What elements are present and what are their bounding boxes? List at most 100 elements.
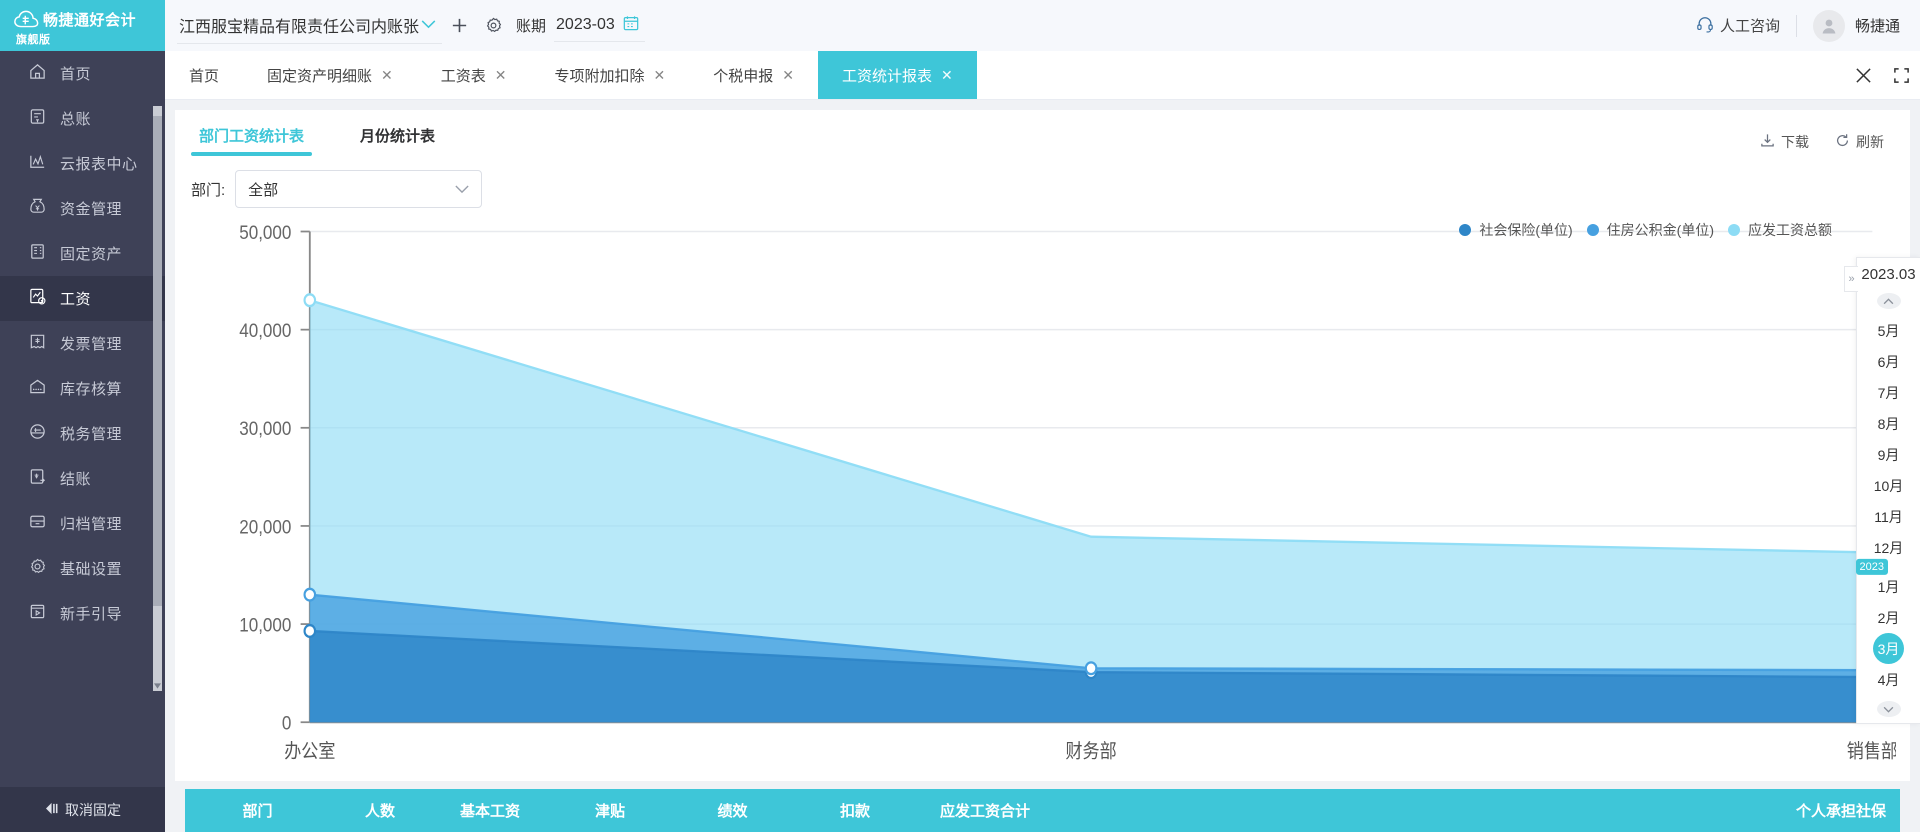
sidebar-pin-toggle[interactable]: 取消固定	[0, 787, 165, 832]
add-account-button[interactable]	[442, 9, 476, 43]
payroll-table: 部门 人数 基本工资 津贴 绩效 扣款 应发工资合计 个人承担社保	[185, 789, 1900, 832]
sidebar-item-cloud-report[interactable]: 云报表中心	[0, 141, 165, 186]
sub-tab-label: 部门工资统计表	[199, 128, 305, 145]
sidebar-item-tax[interactable]: 税务管理	[0, 411, 165, 456]
topbar-right: 人工咨询 畅捷通	[1696, 9, 1900, 42]
sidebar-item-label: 税务管理	[60, 426, 123, 443]
fullscreen-icon[interactable]	[1882, 51, 1920, 99]
month-item[interactable]: 8月	[1877, 415, 1900, 432]
sidebar-item-label: 固定资产	[60, 246, 123, 263]
panel-actions: 下载 刷新	[1760, 132, 1884, 152]
legend-item-housing-fund[interactable]: 住房公积金(单位)	[1586, 220, 1714, 240]
close-icon[interactable]: ✕	[653, 66, 666, 83]
month-item[interactable]: 9月	[1877, 446, 1900, 463]
th-allowance: 津贴	[594, 803, 625, 820]
legend-item-gross-pay[interactable]: 应发工资总额	[1728, 220, 1832, 240]
tab-monthly-stats[interactable]: 月份统计表	[352, 125, 443, 156]
sidebar-scrollbar[interactable]	[153, 106, 162, 686]
close-all-tabs-button[interactable]	[1844, 51, 1882, 99]
sidebar-pin-label: 取消固定	[65, 801, 121, 818]
content-area: 部门工资统计表 月份统计表 下载	[165, 100, 1920, 832]
main-area: 江西服宝精品有限责任公司内账张 账期 2023-03	[165, 0, 1920, 832]
month-item[interactable]: 6月	[1877, 353, 1900, 370]
legend-item-social-insurance[interactable]: 社会保险(单位)	[1459, 220, 1573, 240]
tab-special-deduction[interactable]: 专项附加扣除 ✕	[531, 51, 690, 99]
th-base-salary: 基本工资	[459, 803, 520, 820]
guide-play-icon	[28, 602, 47, 625]
download-icon	[1760, 133, 1775, 151]
tabbar: 首页 固定资产明细账 ✕ 工资表 ✕ 专项附加扣除 ✕ 个税申报 ✕ 工资统计报…	[165, 51, 1920, 100]
month-item[interactable]: 5月	[1877, 322, 1900, 339]
legend-label: 应发工资总额	[1748, 222, 1832, 238]
sidebar-menu: 首页 总账 云报表中心 资金管理	[0, 51, 165, 787]
sidebar-item-label: 总账	[60, 111, 92, 128]
sidebar-item-basic-settings[interactable]: 基础设置	[0, 546, 165, 591]
month-item[interactable]: 12月	[1873, 539, 1904, 556]
refresh-button[interactable]: 刷新	[1835, 132, 1884, 152]
month-item[interactable]: 2月	[1877, 609, 1900, 626]
support-button[interactable]: 人工咨询	[1696, 15, 1796, 37]
period-selector[interactable]: 账期 2023-03	[516, 10, 645, 42]
period-value: 2023-03	[556, 16, 615, 33]
sidebar-item-ledger[interactable]: 总账	[0, 96, 165, 141]
period-value-box[interactable]: 2023-03	[554, 10, 645, 42]
department-select-value: 全部	[248, 181, 279, 199]
sidebar-scroll-down[interactable]	[153, 681, 162, 691]
month-item[interactable]: 7月	[1877, 384, 1900, 401]
month-item[interactable]: 1月	[1877, 578, 1900, 595]
report-sub-tabs: 部门工资统计表 月份统计表	[175, 110, 1910, 156]
close-icon[interactable]: ✕	[494, 66, 507, 83]
year-badge: 2023	[1855, 558, 1888, 576]
tab-fixed-asset-ledger[interactable]: 固定资产明细账 ✕	[243, 51, 417, 99]
close-icon[interactable]: ✕	[381, 66, 393, 83]
month-item-selected[interactable]: 3月	[1873, 633, 1904, 664]
department-select[interactable]: 全部	[235, 170, 483, 208]
month-item[interactable]: 10月	[1873, 477, 1904, 494]
headset-icon	[1696, 15, 1714, 37]
tab-payroll-statistics-report[interactable]: 工资统计报表 ✕	[818, 51, 977, 99]
sidebar-item-closing[interactable]: 结账	[0, 456, 165, 501]
sidebar-item-beginner-guide[interactable]: 新手引导	[0, 591, 165, 636]
month-item[interactable]: 4月	[1877, 671, 1900, 688]
sidebar-item-inventory[interactable]: 库存核算	[0, 366, 165, 411]
brand-logo[interactable]: 畅捷通好会计 旗舰版	[0, 0, 165, 51]
close-icon[interactable]: ✕	[782, 66, 795, 83]
sidebar-item-label: 结账	[60, 471, 92, 488]
user-menu[interactable]: 畅捷通	[1797, 9, 1900, 42]
legend-label: 社会保险(单位)	[1479, 222, 1573, 238]
month-item[interactable]: 11月	[1874, 508, 1903, 525]
sidebar-item-fixed-assets[interactable]: 固定资产	[0, 231, 165, 276]
company-selector[interactable]: 江西服宝精品有限责任公司内账张	[177, 8, 442, 44]
legend-dot	[1728, 224, 1740, 236]
tab-home[interactable]: 首页	[165, 51, 243, 99]
month-scroll-up-button[interactable]	[1876, 293, 1901, 309]
sidebar-item-invoice[interactable]: 发票管理	[0, 321, 165, 366]
period-label: 账期	[516, 18, 547, 35]
payroll-icon	[28, 287, 47, 310]
sidebar-scroll-thumb[interactable]	[153, 116, 162, 606]
table-header-row: 部门 人数 基本工资 津贴 绩效 扣款 应发工资合计 个人承担社保	[185, 789, 1900, 832]
download-button[interactable]: 下载	[1760, 132, 1809, 152]
sidebar-item-payroll[interactable]: 工资	[0, 276, 165, 321]
tab-tax-declaration[interactable]: 个税申报 ✕	[689, 51, 818, 99]
sidebar-item-label: 首页	[60, 66, 92, 83]
drawer-toggle-handle[interactable]: »	[1844, 266, 1858, 292]
brand-edition: 旗舰版	[16, 34, 51, 46]
svg-text:30,000: 30,000	[239, 418, 291, 439]
tab-payroll-sheet[interactable]: 工资表 ✕	[417, 51, 531, 99]
svg-text:40,000: 40,000	[239, 320, 291, 341]
sidebar-item-home[interactable]: 首页	[0, 51, 165, 96]
tabbar-controls	[1844, 51, 1920, 99]
sidebar-item-funds[interactable]: 资金管理	[0, 186, 165, 231]
year-chip-row: 2023	[1855, 558, 1912, 576]
warehouse-icon	[28, 377, 47, 400]
settings-button[interactable]	[476, 9, 510, 43]
close-icon[interactable]: ✕	[941, 66, 953, 83]
tab-department-payroll-stats[interactable]: 部门工资统计表	[191, 125, 313, 156]
money-bag-icon	[28, 197, 47, 220]
th-deduction: 扣款	[839, 803, 870, 820]
sidebar-item-label: 发票管理	[60, 336, 123, 353]
month-scroll-down-button[interactable]	[1876, 701, 1901, 717]
sidebar-item-archive[interactable]: 归档管理	[0, 501, 165, 546]
